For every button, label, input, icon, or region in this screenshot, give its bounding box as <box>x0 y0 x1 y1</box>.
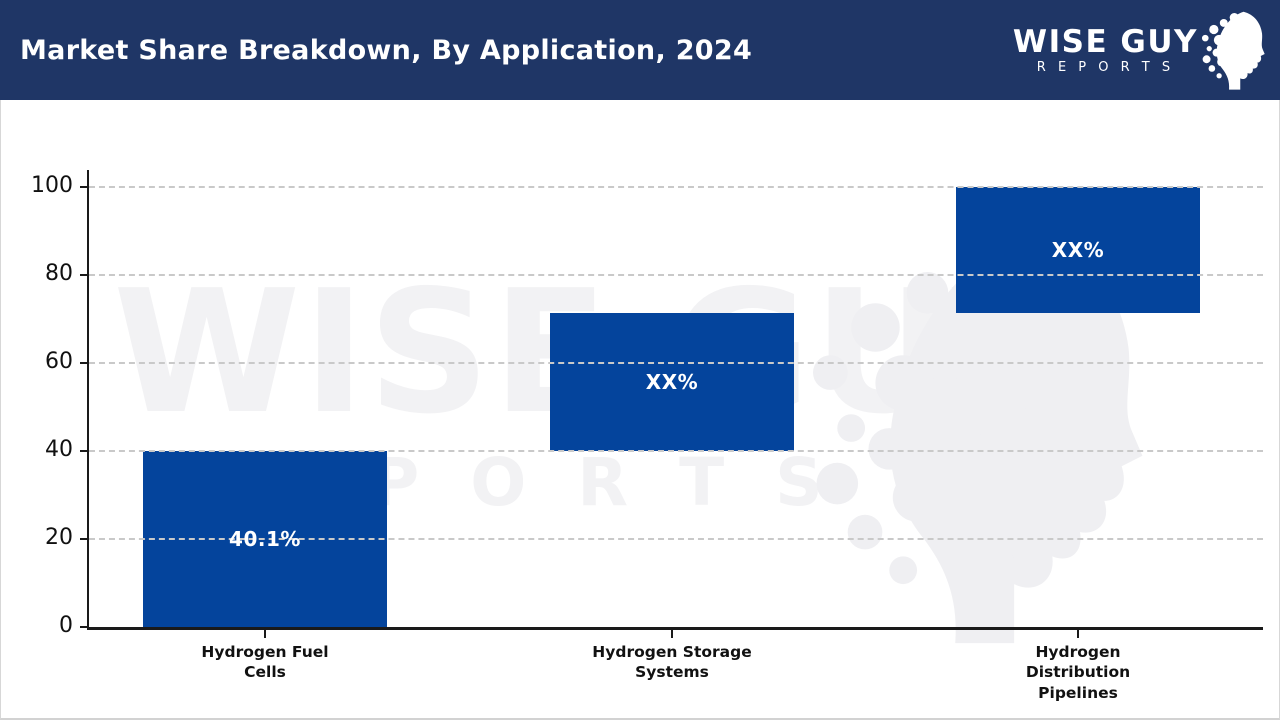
x-tick-mark <box>671 630 673 638</box>
logo-text: WISE GUY R E P O R T S <box>1013 25 1198 75</box>
logo-subtitle: R E P O R T S <box>1036 60 1175 76</box>
y-tick-mark <box>80 274 89 276</box>
category-label-line: Hydrogen Fuel <box>201 643 329 661</box>
y-tick-mark <box>80 450 89 452</box>
y-tick-mark <box>80 626 89 628</box>
x-tick-mark <box>264 630 266 638</box>
y-tick-mark <box>80 538 89 540</box>
page-title: Market Share Breakdown, By Application, … <box>20 34 753 66</box>
category-label-line: Hydrogen Storage <box>592 643 752 661</box>
category-label: Hydrogen Fuel Cells <box>105 642 425 683</box>
category-label: Hydrogen Distribution Pipelines <box>918 642 1238 703</box>
category-label-line: Distribution <box>1025 663 1131 682</box>
y-tick-label: 40 <box>45 437 73 462</box>
y-tick-mark <box>80 186 89 188</box>
bar-segment <box>550 312 794 451</box>
y-tick-label: 0 <box>59 613 73 638</box>
plot-area: 0 20 40 60 80 100 40.1% Hydrogen Fuel Cells XX% Hy… <box>1 100 1280 720</box>
y-tick-label: 20 <box>45 525 73 550</box>
y-tick-label: 100 <box>31 173 73 198</box>
logo-wordmark: WISE GUY <box>1012 23 1198 60</box>
category-label-line: Pipelines <box>1038 683 1118 702</box>
bar-segment <box>956 187 1200 313</box>
category-label-line: Cells <box>244 663 286 682</box>
category-label-line: Hydrogen <box>1035 643 1121 661</box>
y-axis-line <box>87 170 89 630</box>
y-tick-label: 60 <box>45 349 73 374</box>
x-axis-line <box>87 627 1263 630</box>
y-tick-mark <box>80 362 89 364</box>
chart-area: WISE GUY R E P O R T S 0 20 40 60 80 100 40.1%… <box>0 100 1280 720</box>
bar-segment <box>143 450 387 627</box>
wise-guy-logo: WISE GUY R E P O R T S <box>1013 7 1266 93</box>
y-tick-label: 80 <box>45 261 73 286</box>
logo-face-icon <box>1201 11 1265 90</box>
category-label: Hydrogen Storage Systems <box>512 642 832 683</box>
x-tick-mark <box>1077 630 1079 638</box>
category-label-line: Systems <box>635 663 709 682</box>
header-bar: Market Share Breakdown, By Application, … <box>0 0 1280 100</box>
